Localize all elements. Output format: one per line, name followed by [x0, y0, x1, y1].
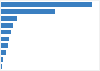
Bar [1, 36, 9, 41]
Bar [1, 43, 8, 48]
Bar [1, 64, 2, 69]
Bar [1, 9, 55, 14]
Bar [1, 30, 11, 35]
Bar [1, 16, 17, 21]
Bar [1, 57, 3, 62]
Bar [1, 2, 92, 7]
Bar [1, 50, 6, 55]
Bar [1, 23, 13, 28]
